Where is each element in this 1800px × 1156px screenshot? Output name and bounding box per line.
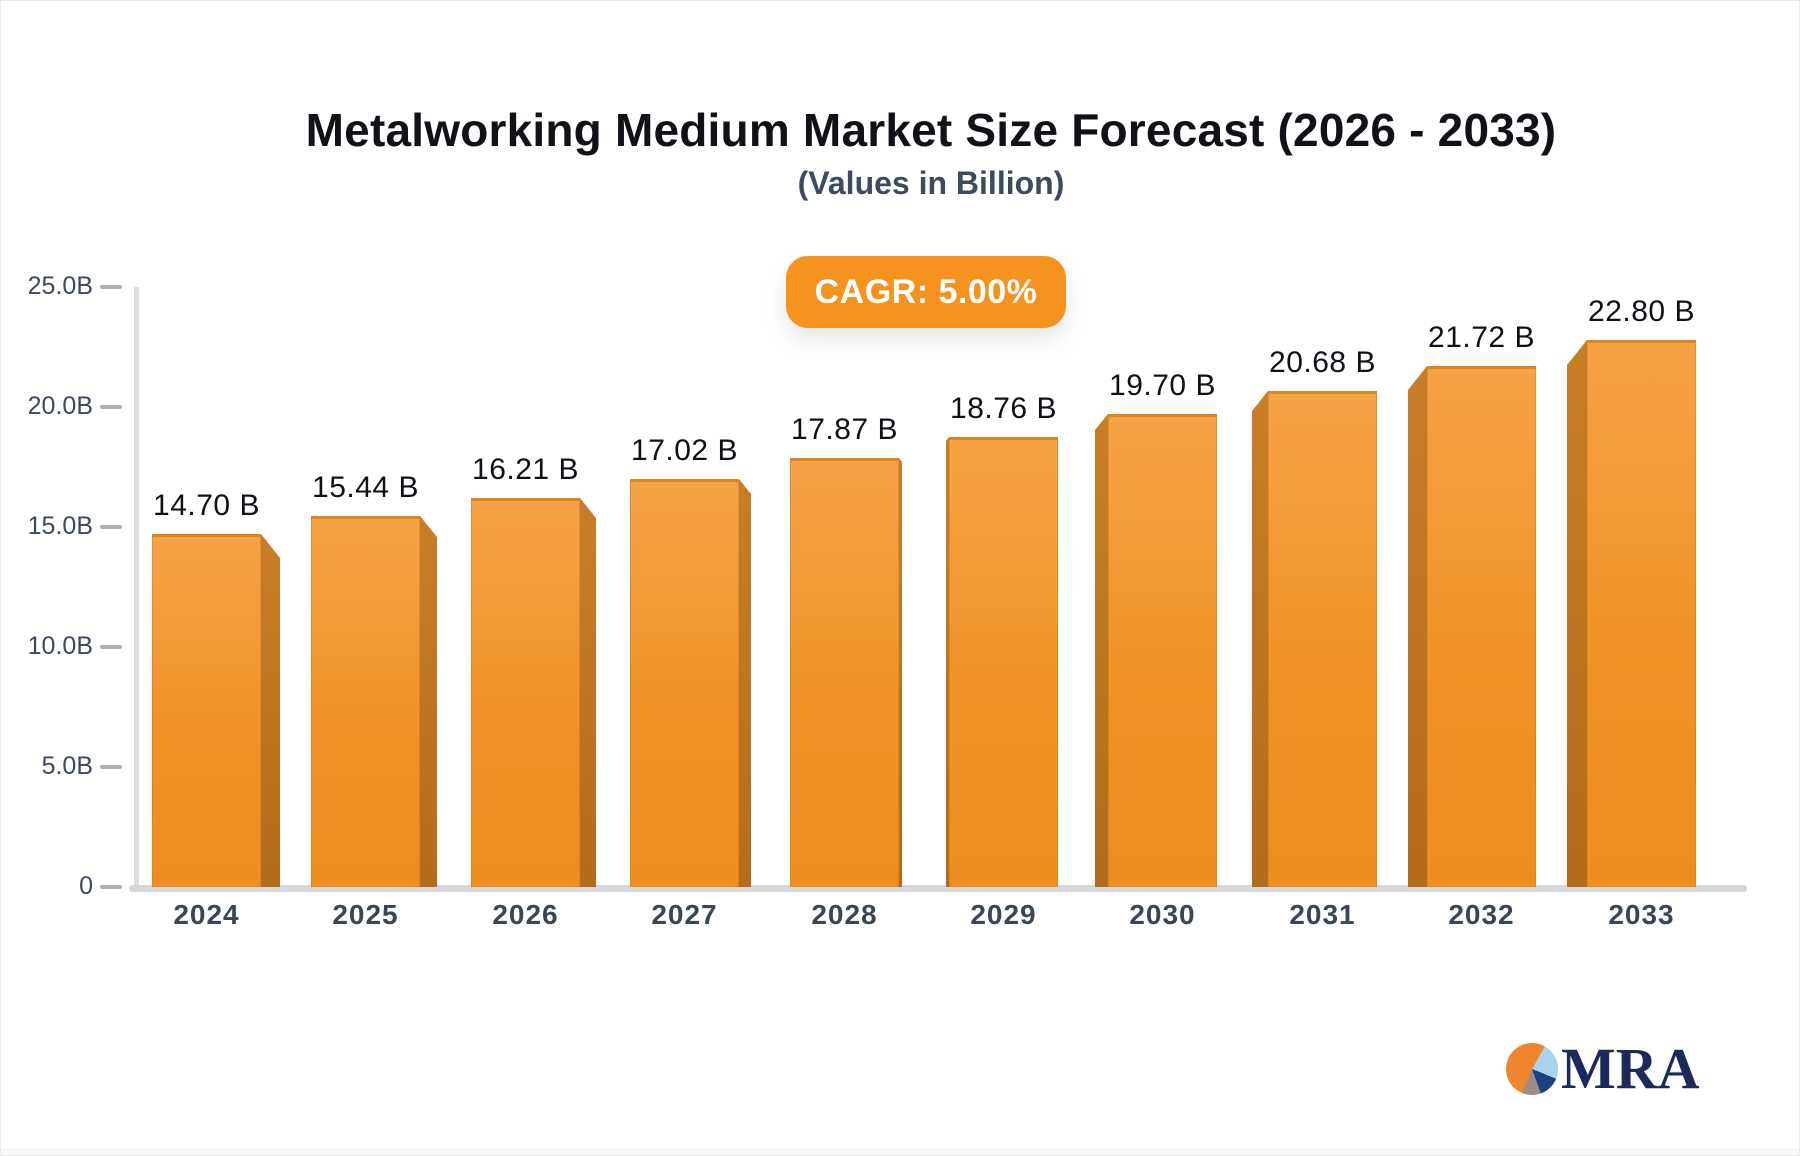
bar-2029: [949, 437, 1058, 887]
bar-value-label-2031: 20.68 B: [1269, 346, 1376, 379]
bar-2033: [1587, 340, 1696, 887]
pie-chart-icon: [1506, 1043, 1558, 1095]
bar-2028: [790, 458, 899, 887]
chart-subtitle: (Values in Billion): [797, 165, 1065, 201]
x-axis-label-2033: 2033: [1608, 899, 1675, 930]
bar-side-2026: [580, 498, 596, 887]
x-axis-line: [129, 885, 1747, 892]
bar-2030: [1108, 414, 1217, 887]
chart-title: Metalworking Medium Market Size Forecast…: [305, 104, 1557, 156]
y-axis-tick: [100, 405, 122, 409]
bar-2026: [471, 498, 580, 887]
y-axis-label: 10.0B: [27, 632, 93, 660]
bar-value-label-2029: 18.76 B: [950, 392, 1057, 425]
bar-side-2024: [261, 534, 280, 887]
x-axis-label-2030: 2030: [1129, 899, 1196, 930]
y-axis-tick: [100, 765, 122, 769]
logo: MRA: [1506, 1037, 1700, 1101]
bar-2031: [1268, 391, 1377, 887]
bar-2025: [311, 516, 420, 887]
y-axis-label: 25.0B: [27, 272, 93, 300]
bar-value-label-2032: 21.72 B: [1428, 321, 1535, 354]
y-axis-tick: [100, 285, 122, 289]
page-edge: [1, 1148, 1799, 1155]
bar-side-2029: [946, 437, 949, 887]
y-axis-label: 0: [79, 872, 93, 900]
bar-side-2031: [1252, 391, 1268, 887]
x-axis-label-2028: 2028: [811, 899, 878, 930]
x-axis-label-2031: 2031: [1289, 899, 1356, 930]
bar-side-2027: [739, 479, 751, 887]
bar-value-label-2028: 17.87 B: [791, 413, 898, 446]
y-axis-tick: [100, 525, 122, 529]
cagr-badge: CAGR: 5.00%: [786, 256, 1066, 328]
x-axis-label-2032: 2032: [1448, 899, 1515, 930]
bar-side-2028: [899, 458, 902, 887]
x-axis-label-2025: 2025: [332, 899, 399, 930]
y-axis-tick: [100, 885, 122, 889]
bar-2024: [152, 534, 261, 887]
bar-2027: [630, 479, 739, 887]
y-axis-label: 15.0B: [27, 512, 93, 540]
bar-value-label-2024: 14.70 B: [153, 489, 260, 522]
bar-value-label-2033: 22.80 B: [1588, 295, 1695, 328]
bar-value-label-2030: 19.70 B: [1109, 369, 1216, 402]
bar-value-label-2025: 15.44 B: [312, 471, 419, 504]
x-axis-label-2024: 2024: [173, 899, 240, 930]
bar-side-2033: [1567, 340, 1587, 887]
bar-side-2025: [420, 516, 437, 887]
x-axis-label-2026: 2026: [492, 899, 559, 930]
logo-text: MRA: [1561, 1036, 1700, 1101]
bar-side-2030: [1095, 414, 1108, 887]
x-axis-label-2027: 2027: [651, 899, 718, 930]
y-axis-label: 5.0B: [41, 752, 93, 780]
bar-value-label-2026: 16.21 B: [472, 453, 579, 486]
bar-value-label-2027: 17.02 B: [631, 434, 738, 467]
y-axis-line: [134, 287, 139, 888]
bar-2032: [1427, 366, 1536, 887]
y-axis-label: 20.0B: [27, 392, 93, 420]
x-axis-label-2029: 2029: [970, 899, 1037, 930]
cagr-badge-label: CAGR: 5.00%: [814, 272, 1038, 311]
y-axis-tick: [100, 645, 122, 649]
bar-side-2032: [1408, 366, 1427, 887]
